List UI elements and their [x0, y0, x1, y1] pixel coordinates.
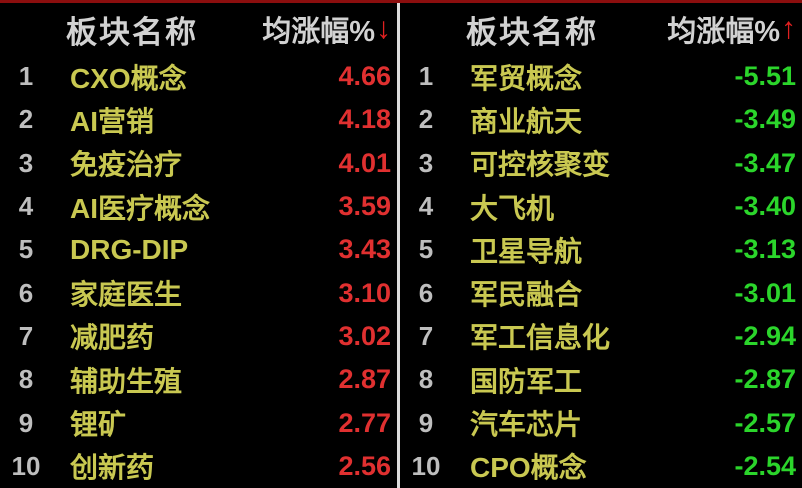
table-row[interactable]: 4 AI医疗概念 3.59 — [0, 185, 397, 228]
table-header: 板块名称 均涨幅% ↑ — [400, 3, 802, 55]
avg-change-value: -3.01 — [734, 277, 796, 308]
sector-name: 辅助生殖 — [70, 365, 183, 397]
avg-change-header-label: 均涨幅% — [667, 16, 780, 48]
row-rank: 9 — [18, 407, 34, 438]
sector-name: 免疫治疗 — [70, 149, 183, 181]
sector-name: AI医疗概念 — [70, 192, 211, 224]
table-row[interactable]: 3 免疫治疗 4.01 — [0, 142, 397, 185]
sector-name: DRG-DIP — [70, 233, 189, 265]
avg-change-value: 2.56 — [338, 450, 391, 481]
sector-name: 军贸概念 — [470, 62, 583, 94]
table-row[interactable]: 9 锂矿 2.77 — [0, 401, 397, 444]
losers-rows: 1 军贸概念 -5.51 2 商业航天 -3.49 3 可控核聚变 -3.47 … — [400, 55, 802, 488]
panel-divider — [397, 3, 400, 488]
table-row[interactable]: 6 家庭医生 3.10 — [0, 271, 397, 314]
avg-change-value: 3.43 — [338, 234, 391, 265]
column-header-avg-change[interactable]: 均涨幅% ↑ — [667, 8, 796, 50]
row-rank: 9 — [418, 407, 434, 438]
sector-name: 商业航天 — [470, 105, 583, 137]
sector-name: 家庭医生 — [70, 279, 183, 311]
row-rank: 1 — [18, 61, 34, 92]
table-row[interactable]: 1 军贸概念 -5.51 — [400, 55, 802, 98]
avg-change-value: 4.01 — [338, 147, 391, 178]
sector-name: 军工信息化 — [470, 322, 611, 354]
gainers-rows: 1 CXO概念 4.66 2 AI营销 4.18 3 免疫治疗 4.01 4 A… — [0, 55, 397, 488]
gainers-panel: 板块名称 均涨幅% ↓ 1 CXO概念 4.66 2 AI营销 4.18 3 免… — [0, 3, 397, 488]
sector-name: 大飞机 — [470, 192, 555, 224]
avg-change-value: -2.54 — [734, 450, 796, 481]
sector-ranking-panels: 板块名称 均涨幅% ↓ 1 CXO概念 4.66 2 AI营销 4.18 3 免… — [0, 3, 802, 488]
sector-name: 卫星导航 — [470, 235, 583, 267]
table-row[interactable]: 3 可控核聚变 -3.47 — [400, 142, 802, 185]
row-rank: 3 — [18, 147, 34, 178]
avg-change-value: -3.47 — [734, 147, 796, 178]
table-row[interactable]: 8 国防军工 -2.87 — [400, 358, 802, 401]
avg-change-value: 3.59 — [338, 191, 391, 222]
table-row[interactable]: 7 减肥药 3.02 — [0, 315, 397, 358]
table-header: 板块名称 均涨幅% ↓ — [0, 3, 397, 55]
sector-name: AI营销 — [70, 105, 155, 137]
avg-change-value: 2.77 — [338, 407, 391, 438]
sector-name: 可控核聚变 — [470, 149, 611, 181]
row-rank: 6 — [18, 277, 34, 308]
avg-change-value: -3.40 — [734, 191, 796, 222]
row-rank: 4 — [418, 191, 434, 222]
avg-change-value: 4.18 — [338, 104, 391, 135]
avg-change-value: -2.57 — [734, 407, 796, 438]
avg-change-value: 4.66 — [338, 61, 391, 92]
row-rank: 7 — [418, 320, 434, 351]
avg-change-header-label: 均涨幅% — [262, 16, 375, 48]
table-row[interactable]: 4 大飞机 -3.40 — [400, 185, 802, 228]
avg-change-value: -2.94 — [734, 320, 796, 351]
table-row[interactable]: 10 CPO概念 -2.54 — [400, 445, 802, 488]
avg-change-value: -5.51 — [734, 61, 796, 92]
table-row[interactable]: 2 商业航天 -3.49 — [400, 98, 802, 141]
table-row[interactable]: 5 DRG-DIP 3.43 — [0, 228, 397, 271]
table-row[interactable]: 1 CXO概念 4.66 — [0, 55, 397, 98]
table-row[interactable]: 9 汽车芯片 -2.57 — [400, 401, 802, 444]
table-row[interactable]: 10 创新药 2.56 — [0, 445, 397, 488]
top-border-line — [0, 0, 802, 3]
row-rank: 3 — [418, 147, 434, 178]
row-rank: 5 — [418, 234, 434, 265]
table-row[interactable]: 6 军民融合 -3.01 — [400, 271, 802, 314]
sector-name: 减肥药 — [70, 322, 155, 354]
table-row[interactable]: 7 军工信息化 -2.94 — [400, 315, 802, 358]
sort-descending-arrow-icon: ↓ — [376, 12, 391, 45]
row-rank: 10 — [11, 450, 41, 481]
column-header-sector-name[interactable]: 板块名称 — [66, 14, 198, 50]
column-header-avg-change[interactable]: 均涨幅% ↓ — [262, 8, 391, 50]
row-rank: 1 — [418, 61, 434, 92]
sector-name: 创新药 — [70, 452, 155, 484]
sort-ascending-arrow-icon: ↑ — [781, 12, 796, 45]
avg-change-value: 3.02 — [338, 320, 391, 351]
avg-change-value: -3.13 — [734, 234, 796, 265]
row-rank: 4 — [18, 191, 34, 222]
row-rank: 10 — [411, 450, 441, 481]
table-row[interactable]: 2 AI营销 4.18 — [0, 98, 397, 141]
row-rank: 8 — [18, 364, 34, 395]
row-rank: 6 — [418, 277, 434, 308]
row-rank: 2 — [18, 104, 34, 135]
row-rank: 7 — [18, 320, 34, 351]
losers-panel: 板块名称 均涨幅% ↑ 1 军贸概念 -5.51 2 商业航天 -3.49 3 … — [400, 3, 802, 488]
sector-name: 汽车芯片 — [470, 409, 583, 441]
table-row[interactable]: 8 辅助生殖 2.87 — [0, 358, 397, 401]
sector-name: 军民融合 — [470, 279, 583, 311]
avg-change-value: 2.87 — [338, 364, 391, 395]
avg-change-value: -2.87 — [734, 364, 796, 395]
sector-name: CXO概念 — [70, 62, 187, 94]
avg-change-value: 3.10 — [338, 277, 391, 308]
row-rank: 8 — [418, 364, 434, 395]
table-row[interactable]: 5 卫星导航 -3.13 — [400, 228, 802, 271]
sector-name: CPO概念 — [470, 452, 587, 484]
sector-name: 锂矿 — [70, 409, 127, 441]
row-rank: 2 — [418, 104, 434, 135]
avg-change-value: -3.49 — [734, 104, 796, 135]
row-rank: 5 — [18, 234, 34, 265]
column-header-sector-name[interactable]: 板块名称 — [466, 14, 598, 50]
sector-name: 国防军工 — [470, 365, 583, 397]
